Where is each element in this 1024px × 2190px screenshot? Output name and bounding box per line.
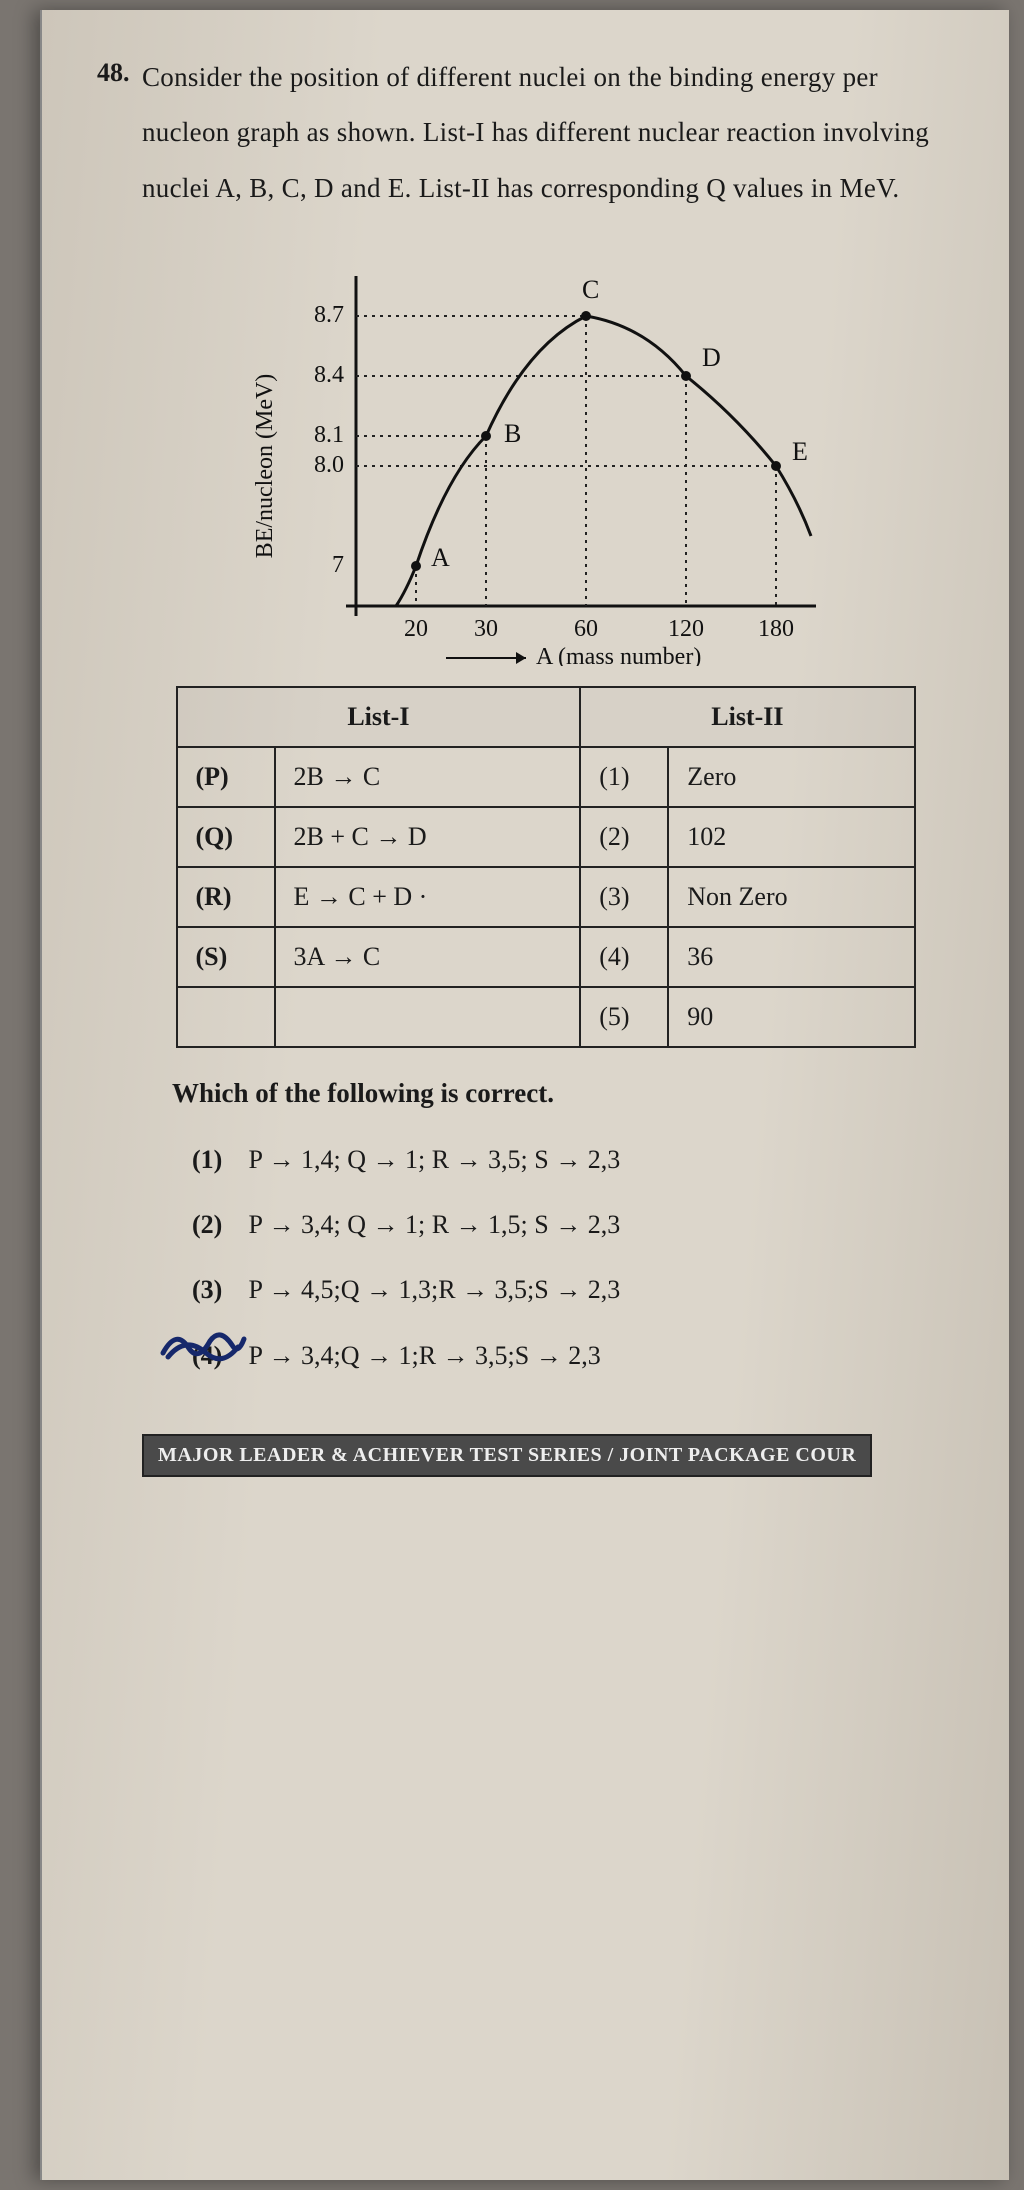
cell-p-val: [275, 987, 581, 1047]
table-row: (S) 3A → C (4) 36: [177, 927, 915, 987]
be-curve: [396, 316, 811, 606]
option-row: (1) P → 1,4; Q → 1; R → 3,5; S → 2,3: [192, 1131, 949, 1188]
cell-q-key: (2): [580, 807, 668, 867]
label-d: D: [702, 343, 721, 372]
cell-p-key: (R): [177, 867, 275, 927]
xtick-60: 60: [574, 616, 598, 642]
options-block: (1) P → 1,4; Q → 1; R → 3,5; S → 2,3 (2)…: [192, 1131, 949, 1384]
ytick-8.0: 8.0: [314, 452, 344, 478]
page: 48. Consider the position of different n…: [40, 10, 1009, 2180]
cell-p-val: 2B → C: [275, 747, 581, 807]
option-text: P → 1,4; Q → 1; R → 3,5; S → 2,3: [249, 1145, 621, 1174]
table-row: (R) E → C + D · (3) Non Zero: [177, 867, 915, 927]
option-row: (4) P → 3,4;Q → 1;R → 3,5;S → 2,3: [192, 1327, 949, 1384]
xtick-30: 30: [474, 616, 498, 642]
cell-q-val: 102: [668, 807, 914, 867]
table-row: (P) 2B → C (1) Zero: [177, 747, 915, 807]
answer-prompt: Which of the following is correct.: [172, 1078, 949, 1109]
label-b: B: [504, 419, 521, 448]
header-list-i: List-I: [177, 687, 581, 747]
option-row: (3) P → 4,5;Q → 1,3;R → 3,5;S → 2,3: [192, 1261, 949, 1318]
table-row: (5) 90: [177, 987, 915, 1047]
cell-q-val: 90: [668, 987, 914, 1047]
option-struck: (4): [192, 1327, 242, 1384]
point-a: [411, 561, 421, 571]
header-list-ii: List-II: [580, 687, 914, 747]
cell-q-key: (5): [580, 987, 668, 1047]
option-label: (1): [192, 1131, 242, 1188]
xtick-120: 120: [668, 616, 704, 642]
label-a: A: [431, 543, 450, 572]
option-row: (2) P → 3,4; Q → 1; R → 1,5; S → 2,3: [192, 1196, 949, 1253]
cell-p-val: 3A → C: [275, 927, 581, 987]
be-per-nucleon-chart: 7 8.0 8.1 8.4 8.7 20 30 60 120 180 A (ma…: [246, 246, 846, 666]
point-e: [771, 461, 781, 471]
option-text: P → 3,4;Q → 1;R → 3,5;S → 2,3: [249, 1341, 601, 1370]
label-c: C: [582, 275, 599, 304]
ytick-7: 7: [332, 552, 344, 578]
option-text: P → 3,4; Q → 1; R → 1,5; S → 2,3: [249, 1210, 621, 1239]
question-text: Consider the position of different nucle…: [142, 50, 949, 216]
ytick-8.1: 8.1: [314, 422, 344, 448]
footer-banner: MAJOR LEADER & ACHIEVER TEST SERIES / JO…: [142, 1434, 872, 1477]
y-axis-label: BE/nucleon (MeV): [252, 374, 278, 559]
option-text: P → 4,5;Q → 1,3;R → 3,5;S → 2,3: [249, 1275, 621, 1304]
cell-p-key: [177, 987, 275, 1047]
x-axis-label: A (mass number): [536, 644, 701, 666]
cell-q-key: (4): [580, 927, 668, 987]
cell-q-key: (3): [580, 867, 668, 927]
cell-q-val: 36: [668, 927, 914, 987]
ytick-8.4: 8.4: [314, 362, 344, 388]
point-c: [581, 311, 591, 321]
xtick-180: 180: [758, 616, 794, 642]
xtick-20: 20: [404, 616, 428, 642]
cell-p-key: (P): [177, 747, 275, 807]
cell-q-val: Zero: [668, 747, 914, 807]
point-b: [481, 431, 491, 441]
cell-p-key: (Q): [177, 807, 275, 867]
question-number: 48.: [97, 58, 130, 88]
match-table: List-I List-II (P) 2B → C (1) Zero (Q) 2…: [176, 686, 916, 1048]
table-row: (Q) 2B + C → D (2) 102: [177, 807, 915, 867]
pen-scribble-icon: [158, 1323, 248, 1367]
cell-p-key: (S): [177, 927, 275, 987]
option-label: (3): [192, 1261, 242, 1318]
cell-q-key: (1): [580, 747, 668, 807]
point-d: [681, 371, 691, 381]
ytick-8.7: 8.7: [314, 302, 344, 328]
label-e: E: [792, 437, 808, 466]
cell-p-val: 2B + C → D: [275, 807, 581, 867]
cell-q-val: Non Zero: [668, 867, 914, 927]
option-label: (2): [192, 1196, 242, 1253]
cell-p-val: E → C + D ·: [275, 867, 581, 927]
